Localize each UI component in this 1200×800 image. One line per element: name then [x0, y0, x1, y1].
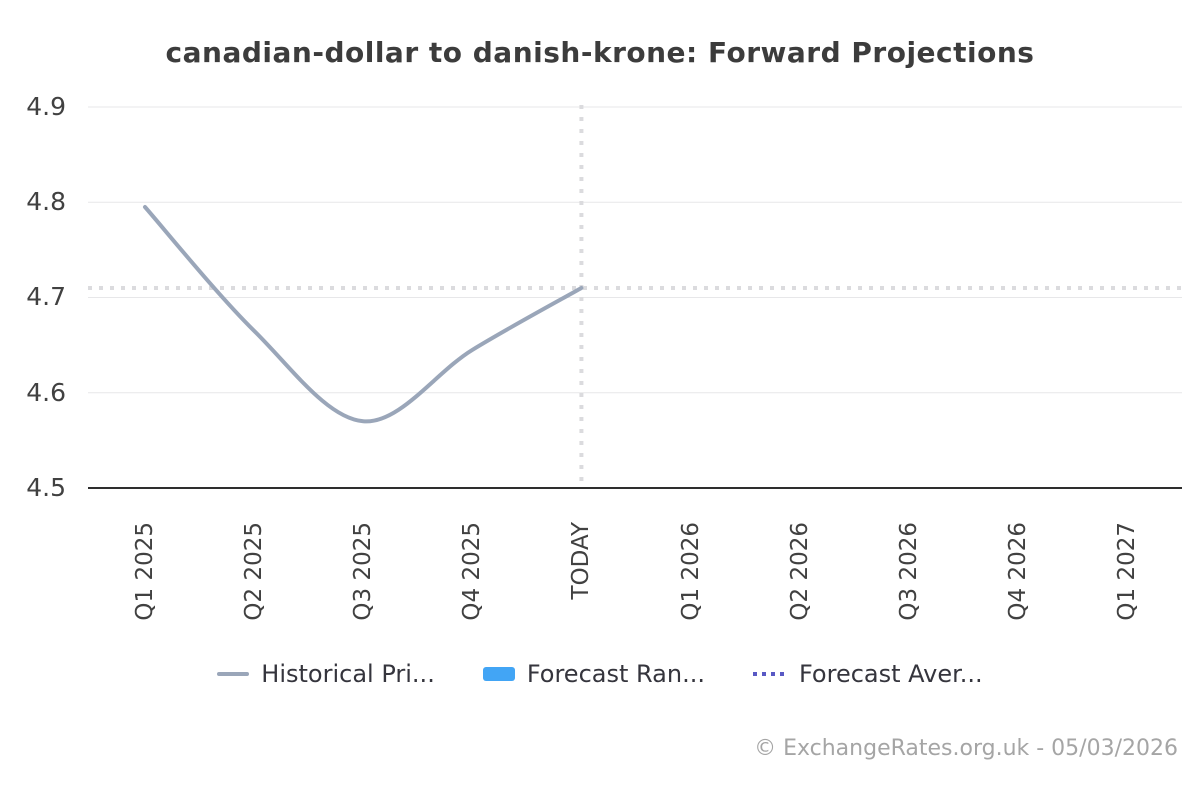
- y-tick-label: 4.7: [26, 282, 66, 311]
- x-tick-label: Q4 2025: [459, 522, 485, 621]
- x-tick-label: Q2 2025: [241, 522, 267, 621]
- dotted-swatch-icon: [752, 672, 787, 676]
- x-tick-label: Q2 2026: [787, 522, 813, 621]
- y-tick-label: 4.5: [26, 473, 66, 502]
- range-swatch-icon: [482, 667, 515, 681]
- gridlines: [88, 106, 1182, 489]
- x-tick-label: Q1 2027: [1114, 522, 1140, 621]
- legend-label: Forecast Aver...: [798, 660, 983, 688]
- chart-title: canadian-dollar to danish-krone: Forward…: [165, 36, 1035, 69]
- legend-item-historical-price[interactable]: Historical Pri...: [217, 660, 435, 688]
- y-tick-label: 4.8: [26, 187, 66, 216]
- legend: Historical Pri... Forecast Ran... Foreca…: [0, 660, 1200, 688]
- y-tick-label: 4.9: [26, 92, 66, 121]
- x-tick-label: Q3 2025: [350, 522, 376, 621]
- historical-price-line: [143, 205, 584, 424]
- y-tick-label: 4.6: [26, 378, 66, 407]
- x-tick-label-today: TODAY: [568, 522, 594, 600]
- legend-label: Historical Pri...: [261, 660, 435, 688]
- guide-lines: [88, 105, 1182, 488]
- legend-label: Forecast Ran...: [526, 660, 705, 688]
- copyright-attribution: © ExchangeRates.org.uk - 05/03/2026: [754, 736, 1178, 761]
- x-tick-label: Q3 2026: [896, 522, 922, 621]
- x-tick-label: Q4 2026: [1005, 522, 1031, 621]
- legend-item-forecast-range[interactable]: Forecast Ran...: [482, 660, 705, 688]
- legend-item-forecast-average[interactable]: Forecast Aver...: [752, 660, 983, 688]
- x-tick-label: Q1 2026: [678, 522, 704, 621]
- x-tick-label: Q1 2025: [132, 522, 158, 621]
- line-swatch-icon: [217, 672, 250, 676]
